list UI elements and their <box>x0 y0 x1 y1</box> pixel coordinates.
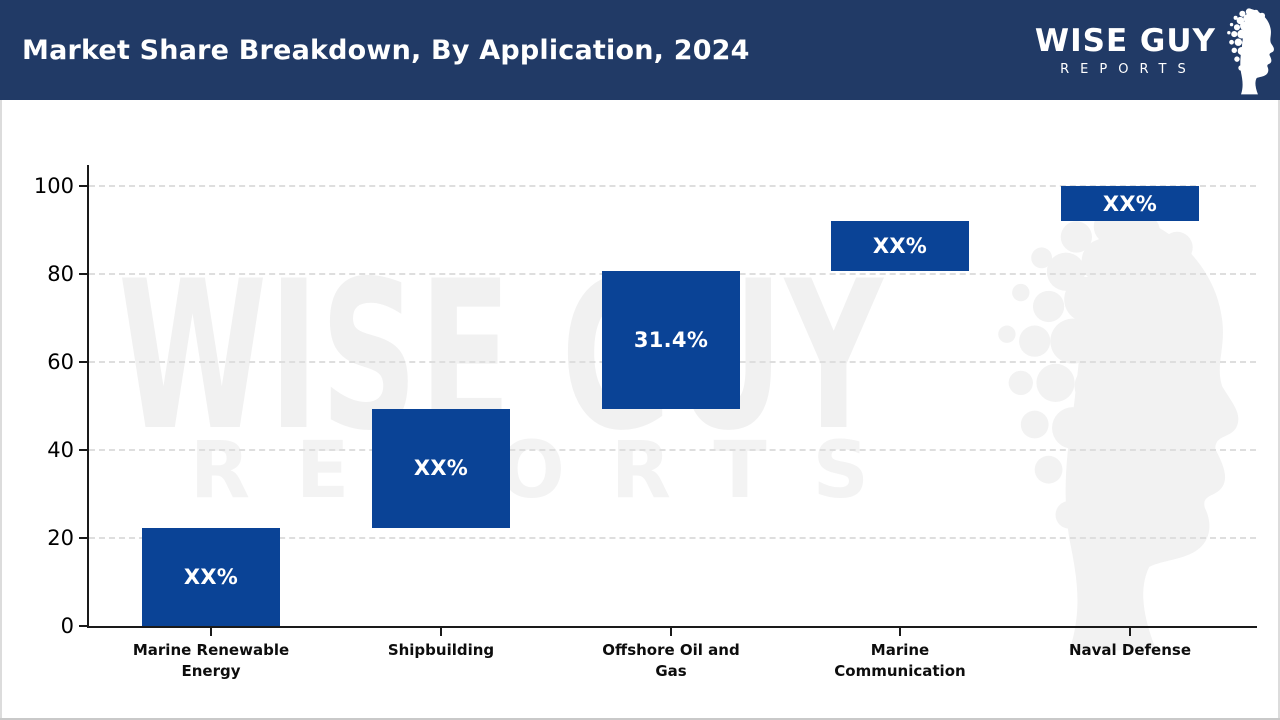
watermark-reports: REPORTS <box>190 426 915 516</box>
y-axis-line <box>87 165 89 628</box>
y-tick-80 <box>79 273 87 275</box>
y-tick-label-0: 0 <box>60 614 74 638</box>
gridline-100 <box>89 185 1256 187</box>
y-tick-label-80: 80 <box>47 262 74 286</box>
bar-value-label-marine-communication: XX% <box>872 234 928 259</box>
y-tick-label-20: 20 <box>47 526 74 550</box>
y-tick-20 <box>79 537 87 539</box>
y-tick-100 <box>79 185 87 187</box>
x-tick-marine-renewable-energy <box>210 628 212 636</box>
x-tick-label-naval-defense: Naval Defense <box>1068 641 1192 659</box>
logo-name: WISE GUY <box>1034 22 1216 59</box>
page-border-bottom <box>0 718 1280 720</box>
x-tick-label-marine-renewable-energy: Marine Renewable Energy <box>132 641 290 680</box>
y-tick-0 <box>79 625 87 627</box>
page-title: Market Share Breakdown, By Application, … <box>22 34 750 66</box>
page-border-right <box>1278 100 1280 720</box>
bar-value-label-naval-defense: XX% <box>1102 191 1158 216</box>
bar-shipbuilding: XX% <box>372 409 510 528</box>
x-tick-naval-defense <box>1129 628 1131 636</box>
x-tick-label-marine-communication: Marine Communication <box>834 641 966 680</box>
wise-guy-logo: WISE GUY REPORTS <box>1035 7 1278 95</box>
y-tick-label-100: 100 <box>33 174 74 198</box>
y-tick-40 <box>79 449 87 451</box>
gridline-20 <box>89 537 1256 539</box>
header-bar: Market Share Breakdown, By Application, … <box>0 0 1280 100</box>
bar-offshore-oil-and-gas: 31.4% <box>602 270 740 410</box>
y-tick-label-60: 60 <box>47 350 74 374</box>
logo-tagline: REPORTS <box>1060 61 1197 77</box>
x-tick-marine-communication <box>899 628 901 636</box>
x-tick-label-offshore-oil-and-gas: Offshore Oil and Gas <box>602 641 740 680</box>
y-tick-label-40: 40 <box>47 438 74 462</box>
x-tick-label-shipbuilding: Shipbuilding <box>387 641 495 659</box>
page-border-left <box>0 100 2 720</box>
logo-text: WISE GUY REPORTS <box>1034 22 1216 77</box>
bar-marine-communication: XX% <box>831 221 969 271</box>
x-tick-shipbuilding <box>440 628 442 636</box>
bar-value-label-offshore-oil-and-gas: 31.4% <box>633 327 709 352</box>
bar-value-label-shipbuilding: XX% <box>413 456 469 481</box>
bar-value-label-marine-renewable-energy: XX% <box>183 564 239 589</box>
gridline-40 <box>89 449 1256 451</box>
y-tick-60 <box>79 361 87 363</box>
bar-naval-defense: XX% <box>1061 186 1199 222</box>
x-tick-offshore-oil-and-gas <box>670 628 672 636</box>
bar-marine-renewable-energy: XX% <box>142 527 280 626</box>
x-axis-line <box>87 626 1257 628</box>
